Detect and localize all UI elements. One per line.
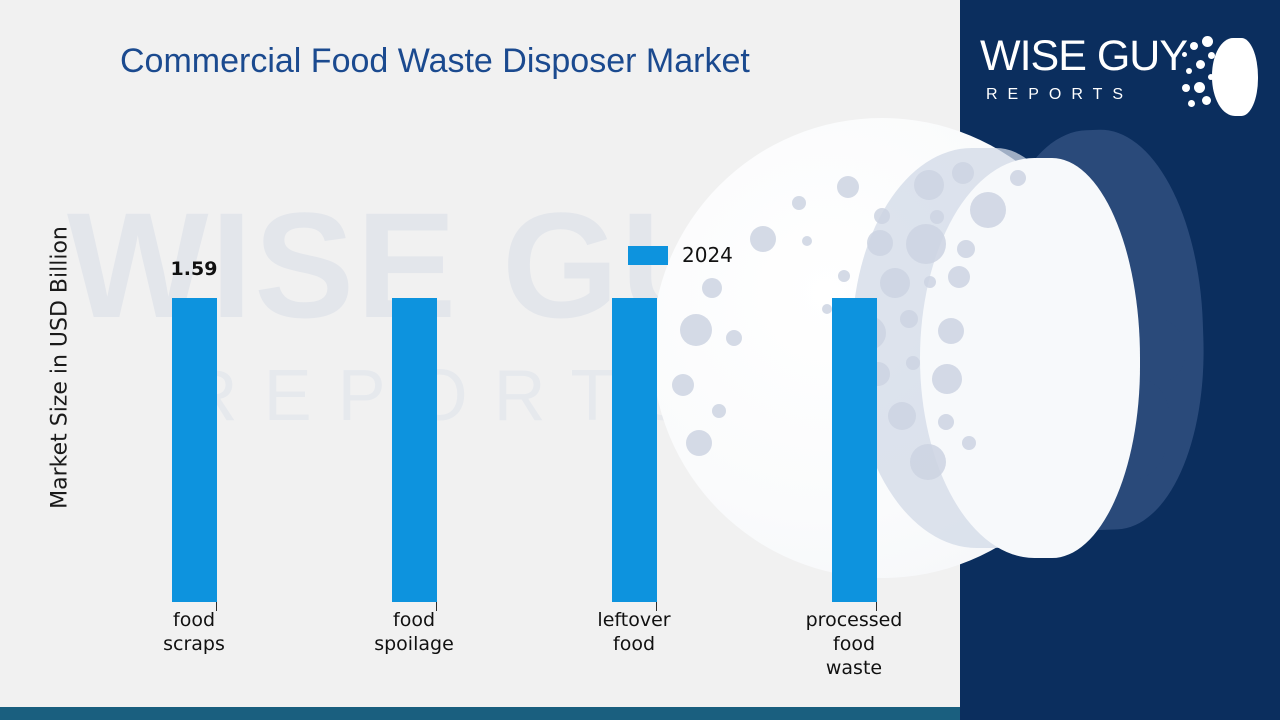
bar-processed-food-waste[interactable] (832, 298, 877, 602)
category-label-line: processed (805, 609, 903, 631)
decorative-dot (874, 208, 890, 224)
decorative-dot (686, 430, 712, 456)
decorative-dot (802, 236, 812, 246)
logo-dot (1214, 88, 1219, 93)
decorative-dot (900, 310, 918, 328)
category-label-food-spoilage: food spoilage (334, 609, 494, 657)
category-label-leftover-food: leftover food (554, 609, 714, 657)
category-label-line: leftover (597, 609, 671, 631)
logo-dot (1182, 52, 1187, 57)
bottom-accent-bar (0, 707, 960, 720)
decorative-dot (792, 196, 806, 210)
decorative-dot (1010, 170, 1026, 186)
logo-wordmark: WISE GUY (980, 32, 1188, 80)
logo-tagline: REPORTS (986, 86, 1134, 103)
decorative-dot (962, 436, 976, 450)
logo-dot (1190, 42, 1198, 50)
logo-dot (1216, 62, 1220, 66)
logo-dot (1194, 82, 1205, 93)
axis-tick (656, 602, 657, 611)
logo-dot (1196, 60, 1205, 69)
decorative-dot (880, 268, 910, 298)
category-label-line: scraps (163, 632, 225, 655)
decorative-dot (930, 210, 944, 224)
decorative-dot (924, 276, 936, 288)
decorative-dot (837, 176, 859, 198)
logo-head-icon (1180, 34, 1258, 118)
decorative-dot (888, 402, 916, 430)
category-label-line: food (613, 632, 655, 655)
category-label-line: waste (825, 656, 883, 679)
category-label-processed-food-waste: processed food waste (774, 609, 934, 680)
decorative-dot (932, 364, 962, 394)
axis-tick (876, 602, 877, 611)
category-label-line: spoilage (374, 632, 454, 655)
decorative-dot (867, 230, 893, 256)
decorative-dot (712, 404, 726, 418)
decorative-dot (726, 330, 742, 346)
category-label-line: food (393, 609, 435, 631)
logo-dot (1202, 96, 1211, 105)
bar-food-spoilage[interactable] (392, 298, 437, 602)
bar-food-scraps[interactable] (172, 298, 217, 602)
decorative-dot (914, 170, 944, 200)
logo-dot (1208, 52, 1215, 59)
chart-legend: 2024 (628, 243, 733, 267)
decorative-dot (822, 304, 832, 314)
logo-dot (1202, 36, 1213, 47)
decorative-dot (948, 266, 970, 288)
logo-dot (1188, 100, 1195, 107)
decorative-dot (906, 224, 946, 264)
decorative-dot (750, 226, 776, 252)
logo-dot (1186, 68, 1192, 74)
decorative-dot (938, 414, 954, 430)
decorative-dot (910, 444, 946, 480)
decorative-dot (938, 318, 964, 344)
legend-label-2024: 2024 (682, 243, 733, 267)
decorative-dot (970, 192, 1006, 228)
bar-value-label: 1.59 (170, 258, 218, 280)
decorative-dot (906, 356, 920, 370)
y-axis-label: Market Size in USD Billion (47, 226, 73, 509)
axis-tick (216, 602, 217, 611)
category-label-line: food (173, 609, 215, 631)
category-label-line: food (833, 632, 875, 655)
axis-tick (436, 602, 437, 611)
bar-leftover-food[interactable] (612, 298, 657, 602)
decorative-dot (838, 270, 850, 282)
logo-dot (1208, 74, 1214, 80)
decorative-dot (957, 240, 975, 258)
category-label-food-scraps: food scraps (114, 609, 274, 657)
logo-head-shape (1212, 38, 1258, 116)
decorative-dot (702, 278, 722, 298)
plot-area: Market Size in USD Billion 1.59 food scr… (47, 226, 934, 680)
legend-swatch-2024 (628, 245, 668, 265)
decorative-dot (952, 162, 974, 184)
disc-head-cutout (920, 158, 1140, 558)
brand-logo[interactable]: WISE GUY REPORTS (980, 32, 1260, 118)
page-title: Commercial Food Waste Disposer Market (120, 42, 750, 80)
decorative-dot (672, 374, 694, 396)
logo-dot (1182, 84, 1190, 92)
decorative-disc (652, 118, 1140, 578)
decorative-dot (680, 314, 712, 346)
